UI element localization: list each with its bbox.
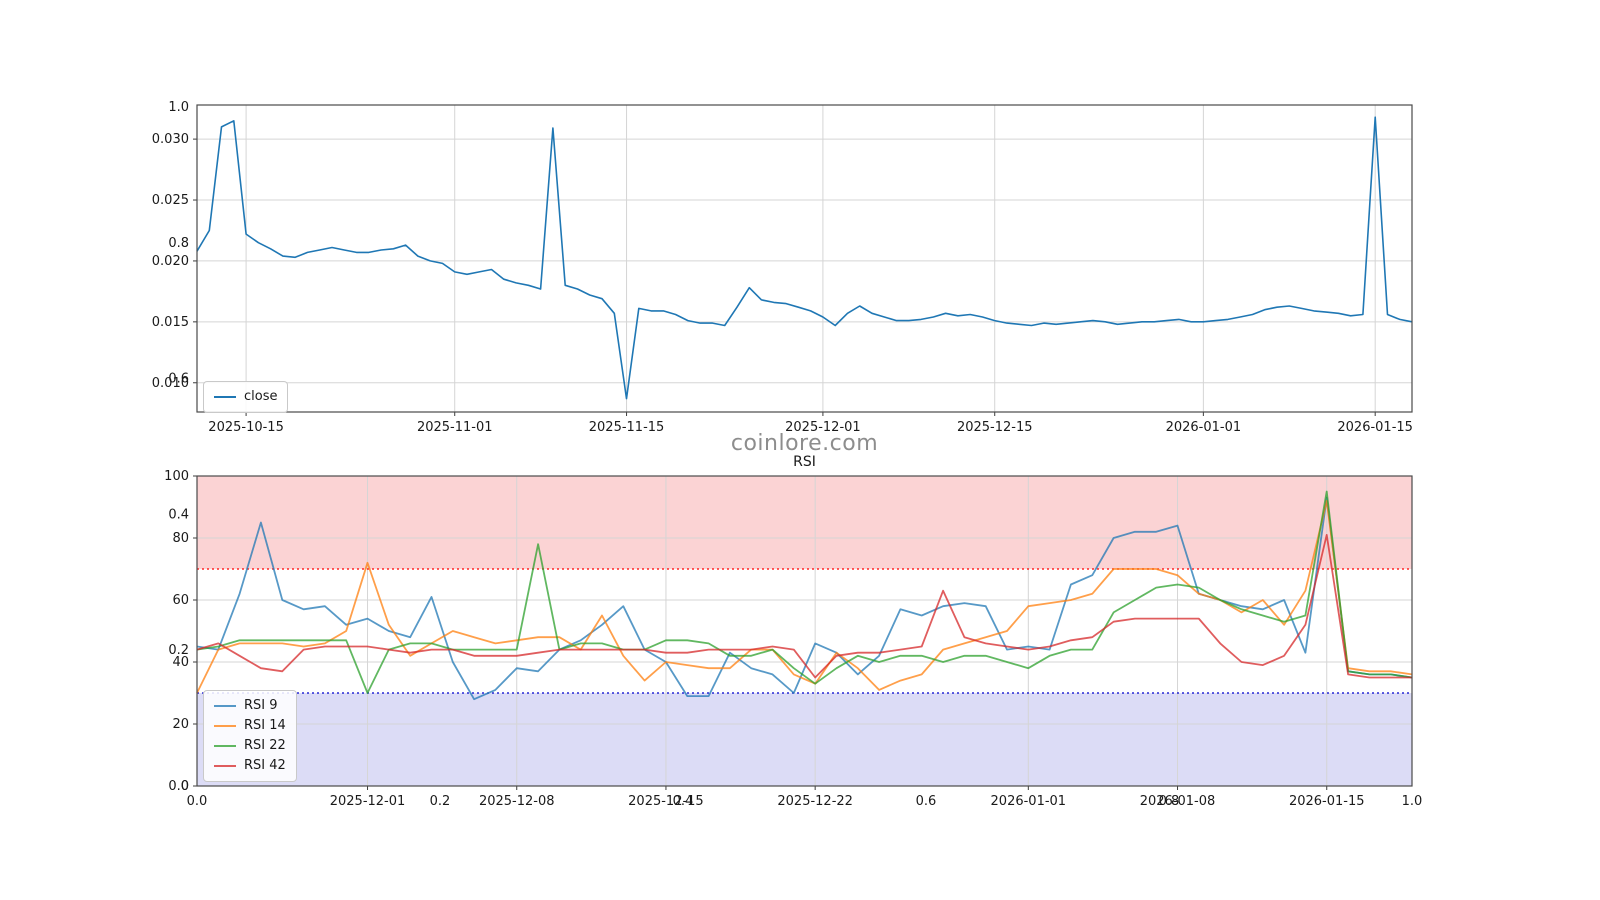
svg-text:0.020: 0.020 — [152, 254, 189, 269]
svg-text:100: 100 — [164, 469, 189, 484]
svg-text:0.6: 0.6 — [168, 372, 189, 387]
svg-text:2025-11-01: 2025-11-01 — [417, 420, 493, 435]
svg-text:2025-11-15: 2025-11-15 — [589, 420, 665, 435]
svg-text:40: 40 — [172, 655, 189, 670]
svg-text:2026-01-15: 2026-01-15 — [1289, 794, 1365, 809]
svg-text:0.4: 0.4 — [673, 794, 694, 809]
rsi-42-line-swatch — [214, 765, 236, 767]
svg-text:2026-01-15: 2026-01-15 — [1337, 420, 1413, 435]
overlay-axis-labels: 1.0 0.8 0.6 0.4 0.2 0.00.0 0.2 0.4 0.6 0.8 1.0 — [168, 100, 1422, 809]
svg-text:0.2: 0.2 — [430, 794, 451, 809]
rsi-14-line-swatch — [214, 725, 236, 727]
svg-text:20: 20 — [172, 717, 189, 732]
rsi-22-line-swatch — [214, 745, 236, 747]
svg-text:2026-01-08: 2026-01-08 — [1140, 794, 1216, 809]
svg-text:2025-12-01: 2025-12-01 — [785, 420, 861, 435]
svg-text:0.0: 0.0 — [168, 779, 189, 794]
close-line-swatch — [214, 396, 236, 398]
svg-text:0: 0 — [181, 779, 189, 794]
svg-text:2025-12-08: 2025-12-08 — [479, 794, 555, 809]
svg-text:60: 60 — [172, 593, 189, 608]
svg-text:2025-12-15: 2025-12-15 — [957, 420, 1033, 435]
svg-text:0.0: 0.0 — [187, 794, 208, 809]
price-chart-panel: 0.010 0.015 0.020 0.025 0.030 2025-10-15 2025-… — [152, 104, 1413, 435]
svg-text:1.0: 1.0 — [1402, 794, 1423, 809]
rsi-chart-panel: 0 20 40 60 80 100 2025-12-01 2025-12-08 2025-12-… — [164, 469, 1413, 809]
legend-label-rsi-42: RSI 42 — [244, 758, 286, 773]
rsi-panel-title: RSI — [793, 454, 816, 470]
svg-text:0.6: 0.6 — [916, 794, 937, 809]
legend-item-rsi-9: RSI 9 — [214, 696, 286, 716]
svg-text:2026-01-01: 2026-01-01 — [991, 794, 1067, 809]
svg-text:80: 80 — [172, 531, 189, 546]
legend-item-rsi-42: RSI 42 — [214, 756, 286, 776]
legend-label-close: close — [244, 389, 278, 404]
svg-text:2026-01-01: 2026-01-01 — [1166, 420, 1242, 435]
svg-text:0.4: 0.4 — [168, 507, 189, 522]
svg-text:0.030: 0.030 — [152, 132, 189, 147]
rsi-9-line-swatch — [214, 705, 236, 707]
legend-item-rsi-14: RSI 14 — [214, 716, 286, 736]
svg-text:0.015: 0.015 — [152, 315, 189, 330]
svg-text:0.025: 0.025 — [152, 193, 189, 208]
legend-item-close: close — [214, 387, 277, 407]
svg-text:0.010: 0.010 — [152, 376, 189, 391]
legend-label-rsi-14: RSI 14 — [244, 718, 286, 733]
svg-text:2025-12-22: 2025-12-22 — [777, 794, 853, 809]
watermark-text: coinlore.com — [730, 431, 879, 456]
svg-text:0.8: 0.8 — [1159, 794, 1180, 809]
legend-label-rsi-9: RSI 9 — [244, 698, 278, 713]
price-legend: close — [203, 381, 289, 413]
svg-text:2025-10-15: 2025-10-15 — [208, 420, 284, 435]
legend-label-rsi-22: RSI 22 — [244, 738, 286, 753]
svg-text:2025-12-01: 2025-12-01 — [330, 794, 406, 809]
svg-text:0.2: 0.2 — [168, 643, 189, 658]
rsi-legend: RSI 9 RSI 14 RSI 22 RSI 42 — [203, 690, 297, 782]
svg-text:0.8: 0.8 — [168, 236, 189, 251]
svg-text:1.0: 1.0 — [168, 100, 189, 115]
legend-item-rsi-22: RSI 22 — [214, 736, 286, 756]
svg-text:2025-12-15: 2025-12-15 — [628, 794, 704, 809]
